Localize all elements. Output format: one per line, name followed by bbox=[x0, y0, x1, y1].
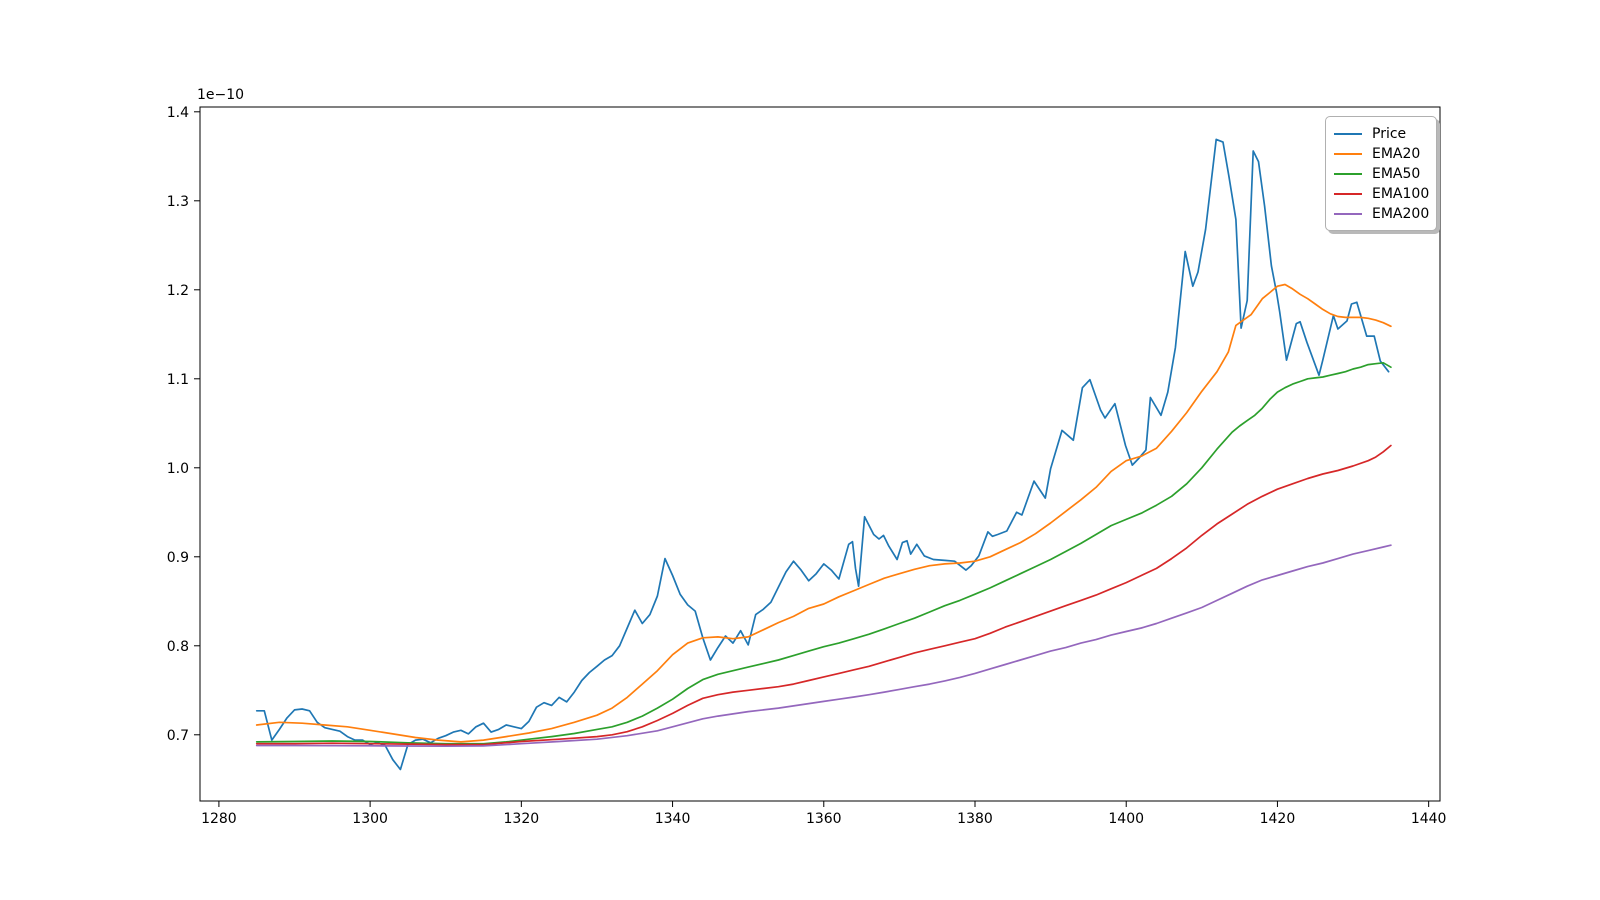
legend-line-swatch bbox=[1334, 133, 1362, 135]
series-line-ema200 bbox=[255, 544, 1392, 748]
y-tick-label: 1.1 bbox=[167, 372, 189, 388]
x-tick-label: 1340 bbox=[655, 811, 691, 827]
legend-label: EMA100 bbox=[1372, 186, 1430, 202]
series-line-ema50 bbox=[255, 361, 1392, 745]
y-tick-label: 0.8 bbox=[167, 639, 189, 655]
legend-label: EMA50 bbox=[1372, 166, 1421, 182]
legend-item-ema200: EMA200 bbox=[1334, 204, 1430, 224]
y-tick-label: 1.3 bbox=[167, 194, 189, 210]
legend-item-ema20: EMA20 bbox=[1334, 144, 1428, 164]
x-tick-label: 1420 bbox=[1260, 811, 1296, 827]
x-tick-label: 1300 bbox=[352, 811, 388, 827]
plot-frame bbox=[199, 106, 1441, 802]
y-tick-label: 1.0 bbox=[167, 461, 189, 477]
x-tick-label: 1360 bbox=[806, 811, 842, 827]
series-line-price bbox=[255, 138, 1390, 771]
series-line-ema20 bbox=[255, 283, 1392, 743]
axis-offset-label: 1e−10 bbox=[197, 87, 245, 103]
y-tick-label: 1.4 bbox=[167, 105, 189, 121]
legend-line-swatch bbox=[1334, 193, 1362, 195]
legend-label: EMA20 bbox=[1372, 146, 1421, 162]
legend-item-ema100: EMA100 bbox=[1334, 184, 1430, 204]
legend: Price EMA20 EMA50 EMA100 EMA200 bbox=[1325, 116, 1437, 231]
y-tick-label: 0.9 bbox=[167, 550, 189, 566]
x-tick-label: 1440 bbox=[1411, 811, 1447, 827]
legend-line-swatch bbox=[1334, 173, 1362, 175]
x-tick-label: 1380 bbox=[957, 811, 993, 827]
legend-line-swatch bbox=[1334, 213, 1362, 215]
x-tick-label: 1320 bbox=[504, 811, 540, 827]
x-tick-label: 1400 bbox=[1108, 811, 1144, 827]
series-line-ema100 bbox=[255, 444, 1392, 746]
y-tick-label: 1.2 bbox=[167, 283, 189, 299]
legend-label: EMA200 bbox=[1372, 206, 1430, 222]
legend-label: Price bbox=[1372, 126, 1407, 142]
y-tick-label: 0.7 bbox=[167, 728, 189, 744]
legend-line-swatch bbox=[1334, 153, 1362, 155]
x-tick-label: 1280 bbox=[201, 811, 237, 827]
legend-item-price: Price bbox=[1334, 124, 1428, 144]
legend-item-ema50: EMA50 bbox=[1334, 164, 1428, 184]
